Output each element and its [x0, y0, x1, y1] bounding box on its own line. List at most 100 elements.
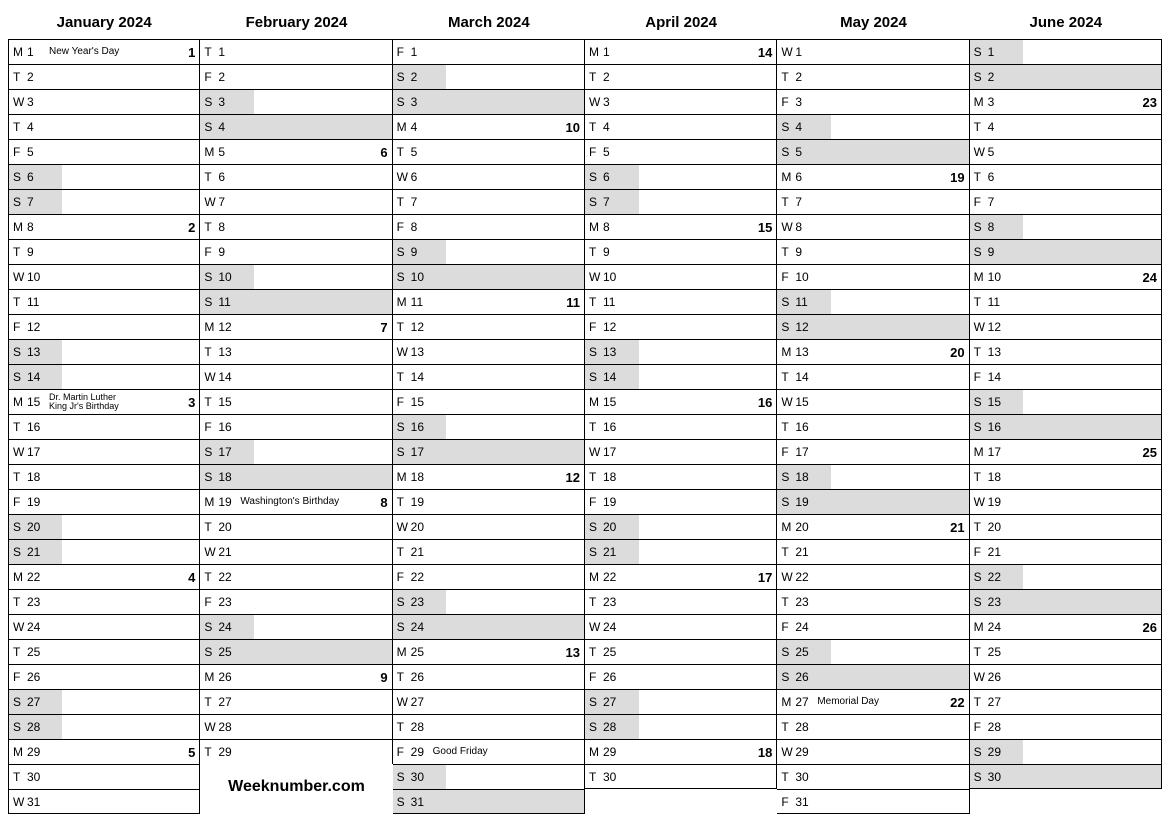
day-of-week: S [589, 720, 603, 734]
day-of-week: S [13, 170, 27, 184]
month-column: February 2024T1F2S3S4M56T6W7T8F9S10S11M1… [200, 8, 392, 814]
day-of-week: S [397, 595, 411, 609]
day-number: 31 [27, 795, 47, 809]
day-number: 5 [988, 145, 1008, 159]
day-number: 21 [218, 545, 238, 559]
day-cell: M619 [777, 164, 969, 189]
day-of-week: W [13, 620, 27, 634]
day-number: 31 [795, 795, 815, 809]
day-number: 26 [988, 670, 1008, 684]
day-of-week: T [974, 520, 988, 534]
day-cell: S20 [8, 514, 200, 539]
day-number: 6 [218, 170, 238, 184]
week-number: 13 [566, 645, 580, 660]
day-cell: F24 [777, 614, 969, 639]
day-cell: S8 [970, 214, 1162, 239]
day-cell: M815 [585, 214, 777, 239]
day-of-week: M [781, 170, 795, 184]
day-number: 11 [795, 295, 815, 309]
day-number: 2 [218, 70, 238, 84]
day-cell: S5 [777, 139, 969, 164]
day-cell: T26 [393, 664, 585, 689]
day-of-week: T [589, 770, 603, 784]
day-cell: M1111 [393, 289, 585, 314]
day-of-week: S [13, 370, 27, 384]
day-of-week: S [397, 95, 411, 109]
day-of-week: S [397, 420, 411, 434]
day-cell: W3 [8, 89, 200, 114]
day-number: 20 [988, 520, 1008, 534]
day-number: 22 [795, 570, 815, 584]
day-cell: W10 [8, 264, 200, 289]
day-number: 21 [988, 545, 1008, 559]
day-cell: M27Memorial Day22 [777, 689, 969, 714]
day-number: 5 [411, 145, 431, 159]
week-number: 15 [758, 220, 772, 235]
day-cell: T4 [585, 114, 777, 139]
day-of-week: T [397, 495, 411, 509]
day-of-week: T [204, 695, 218, 709]
day-of-week: T [204, 570, 218, 584]
day-cell: S11 [777, 289, 969, 314]
day-of-week: T [589, 70, 603, 84]
day-of-week: T [204, 395, 218, 409]
day-cell: S2 [393, 64, 585, 89]
day-of-week: T [397, 720, 411, 734]
day-cell: W28 [200, 714, 392, 739]
week-number: 4 [188, 570, 195, 585]
day-number: 29 [218, 745, 238, 759]
day-of-week: S [204, 95, 218, 109]
day-cell: T9 [585, 239, 777, 264]
day-of-week: T [397, 670, 411, 684]
day-cell: M127 [200, 314, 392, 339]
day-number: 27 [411, 695, 431, 709]
day-cell: F8 [393, 214, 585, 239]
month-column: January 2024M1New Year's Day1T2W3T4F5S6S… [8, 8, 200, 814]
day-number: 15 [218, 395, 238, 409]
day-of-week: M [204, 145, 218, 159]
day-number: 31 [411, 795, 431, 809]
day-number: 18 [988, 470, 1008, 484]
day-of-week: T [204, 170, 218, 184]
day-cell: T11 [970, 289, 1162, 314]
day-number: 24 [218, 620, 238, 634]
day-of-week: F [781, 445, 795, 459]
day-number: 22 [411, 570, 431, 584]
day-number: 1 [603, 45, 623, 59]
week-number: 24 [1143, 270, 1157, 285]
week-number: 26 [1143, 620, 1157, 635]
month-column: March 2024F1S2S3M410T5W6T7F8S9S10M1111T1… [393, 8, 585, 814]
day-cell: F16 [200, 414, 392, 439]
day-cell: T6 [970, 164, 1162, 189]
day-of-week: W [589, 445, 603, 459]
day-cell: S7 [8, 189, 200, 214]
day-of-week: W [589, 620, 603, 634]
week-number: 3 [188, 395, 195, 410]
day-number: 11 [218, 295, 238, 309]
day-cell: T18 [970, 464, 1162, 489]
day-cell: M1024 [970, 264, 1162, 289]
day-cell: S28 [585, 714, 777, 739]
day-cell: S23 [393, 589, 585, 614]
day-cell: W21 [200, 539, 392, 564]
day-number: 25 [27, 645, 47, 659]
day-number: 25 [795, 645, 815, 659]
day-of-week: S [589, 170, 603, 184]
day-number: 8 [795, 220, 815, 234]
day-of-week: S [781, 645, 795, 659]
day-number: 4 [27, 120, 47, 134]
day-number: 5 [218, 145, 238, 159]
day-of-week: F [781, 795, 795, 809]
day-number: 1 [411, 45, 431, 59]
day-number: 21 [27, 545, 47, 559]
day-cell: F5 [585, 139, 777, 164]
day-number: 11 [27, 295, 47, 309]
day-of-week: M [974, 270, 988, 284]
day-cell: F7 [970, 189, 1162, 214]
day-of-week: T [397, 545, 411, 559]
day-cell: W24 [585, 614, 777, 639]
day-cell: S22 [970, 564, 1162, 589]
day-number: 16 [411, 420, 431, 434]
day-of-week: T [781, 420, 795, 434]
day-of-week: T [397, 320, 411, 334]
